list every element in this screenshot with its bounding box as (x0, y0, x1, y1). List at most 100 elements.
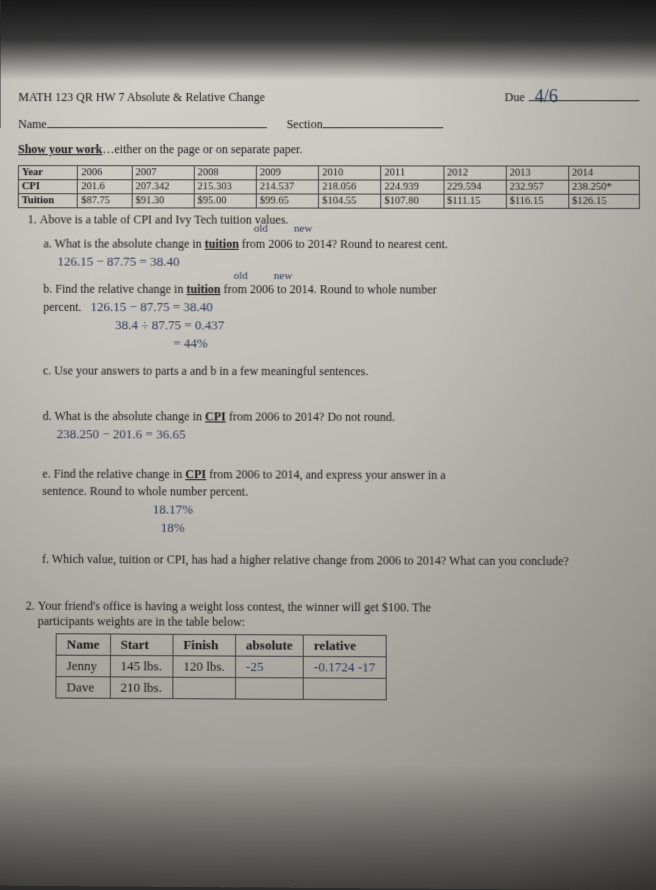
cell: $126.15 (569, 194, 640, 208)
q1f: f. Which value, tuition or CPI, has had … (42, 551, 642, 571)
question-2: Your friend's office is having a weight … (37, 598, 642, 701)
cell: $107.80 (381, 194, 443, 208)
cell: $95.00 (194, 194, 256, 208)
cell-name: Jenny (56, 655, 110, 677)
cell-abs (235, 677, 303, 699)
cell: 2010 (319, 166, 381, 180)
q1b-post: from 2006 to 2014. Round to whole number (221, 282, 437, 297)
q1a: old new a. What is the absolute change i… (43, 235, 640, 271)
cell-start: 145 lbs. (110, 655, 173, 677)
q1e-work1: 18.17% (153, 500, 642, 520)
cell-abs: -25 (235, 656, 303, 678)
q1b-work3: = 44% (173, 335, 640, 355)
section-label: Section (287, 117, 323, 131)
q1b: old new b. Find the relative change in t… (43, 281, 641, 354)
q1f-text: f. Which value, tuition or CPI, has had … (42, 552, 569, 569)
q1a-word: tuition (205, 237, 239, 251)
col-absolute: absolute (235, 635, 303, 657)
cell: 215.303 (194, 180, 256, 194)
cell: $91.30 (132, 194, 194, 208)
q1b-pre: b. Find the relative change in (43, 282, 186, 296)
question-1: Above is a table of CPI and Ivy Tech tui… (38, 212, 642, 570)
cell: 2014 (569, 166, 640, 180)
due-value: 4/6 (535, 86, 558, 107)
cell: 2007 (132, 166, 194, 180)
q1d-word: CPI (205, 409, 226, 423)
cell: 2013 (506, 166, 569, 180)
due-label: Due (505, 90, 525, 105)
cell-name: Dave (56, 676, 110, 698)
weight-row-jenny: Jenny 145 lbs. 120 lbs. -25 -0.1724 -17 (56, 655, 386, 678)
cell: $111.15 (444, 194, 507, 208)
course-title: MATH 123 QR HW 7 Absolute & Relative Cha… (18, 90, 265, 105)
q1-intro: Above is a table of CPI and Ivy Tech tui… (40, 212, 289, 226)
row-label-cpi: CPI (18, 180, 77, 194)
col-relative: relative (303, 635, 386, 657)
q1e: e. Find the relative change in CPI from … (42, 466, 642, 539)
cell: 232.957 (506, 180, 569, 194)
annot-old-1: old (254, 222, 268, 238)
annot-new-2: new (274, 269, 292, 285)
due-line: 4/6 (529, 100, 640, 101)
annot-new-1: new (294, 222, 312, 238)
instruction: Show your work…either on the page or on … (18, 142, 640, 158)
cpi-tuition-table: Year 2006 2007 2008 2009 2010 2011 2012 … (18, 165, 640, 209)
cell: 2008 (194, 166, 256, 180)
row-label-tuition: Tuition (18, 194, 77, 208)
col-finish: Finish (173, 634, 236, 656)
section-field: Section (287, 117, 443, 132)
cell: 224.939 (381, 180, 443, 194)
fade-bottom-overlay (0, 763, 656, 890)
cell: $87.75 (78, 194, 132, 208)
q1c-text: c. Use your answers to parts a and b in … (43, 364, 369, 379)
q1d-work: 238.250 − 201.6 = 36.65 (57, 425, 642, 445)
question-list: Above is a table of CPI and Ivy Tech tui… (15, 212, 642, 701)
q1e-word: CPI (185, 467, 206, 481)
cell: $104.55 (319, 194, 381, 208)
q1b-line2: percent. (43, 300, 81, 314)
cell-rel: -0.1724 -17 (303, 656, 386, 678)
row-label-year: Year (18, 166, 77, 180)
cell-rel (303, 678, 386, 700)
q1a-pre: a. What is the absolute change in (44, 236, 205, 250)
cell: 238.250* (569, 180, 640, 194)
cell: 207.342 (132, 180, 194, 194)
cell: 214.537 (256, 180, 318, 194)
cell: 229.594 (443, 180, 506, 194)
q1d: d. What is the absolute change in CPI fr… (43, 408, 642, 445)
q1e-line2: sentence. Round to whole number percent. (42, 484, 248, 499)
q1b-word: tuition (186, 282, 220, 296)
section-line (323, 127, 443, 128)
due-block: Due 4/6 (505, 90, 640, 105)
cell: 2006 (78, 166, 132, 180)
content-area: MATH 123 QR HW 7 Absolute & Relative Cha… (15, 90, 642, 702)
table-row-year: Year 2006 2007 2008 2009 2010 2011 2012 … (18, 166, 639, 181)
cell: $116.15 (506, 194, 569, 208)
cell: $99.65 (256, 194, 318, 208)
q1d-pre: d. What is the absolute change in (43, 409, 205, 424)
q1a-post: from 2006 to 2014? Round to nearest cent… (239, 237, 448, 251)
cell: 201.6 (78, 180, 132, 194)
name-section-row: Name Section (18, 117, 639, 132)
cell: 2009 (256, 166, 318, 180)
instruction-bold: Show your work (18, 142, 102, 156)
worksheet-paper: MATH 123 QR HW 7 Absolute & Relative Cha… (0, 0, 656, 890)
q1e-pre: e. Find the relative change in (42, 467, 185, 482)
weight-table: Name Start Finish absolute relative Jenn… (55, 633, 386, 700)
instruction-rest: …either on the page or on separate paper… (102, 142, 302, 156)
col-start: Start (110, 634, 173, 656)
cell: 218.056 (319, 180, 381, 194)
q1c: c. Use your answers to parts a and b in … (43, 363, 641, 382)
q1b-work2: 38.4 ÷ 87.75 = 0.437 (115, 316, 640, 336)
q1e-post: from 2006 to 2014, and express your answ… (206, 467, 446, 482)
table-row-tuition: Tuition $87.75 $91.30 $95.00 $99.65 $104… (18, 194, 639, 209)
col-name: Name (56, 634, 110, 656)
cell-finish: 120 lbs. (173, 656, 236, 678)
cell-start: 210 lbs. (110, 677, 173, 699)
cell-finish (173, 677, 236, 699)
annot-old-2: old (234, 269, 248, 285)
name-line (47, 127, 267, 128)
header-row: MATH 123 QR HW 7 Absolute & Relative Cha… (18, 90, 639, 105)
q1e-work2: 18% (161, 519, 642, 539)
q1d-post: from 2006 to 2014? Do not round. (226, 410, 395, 425)
